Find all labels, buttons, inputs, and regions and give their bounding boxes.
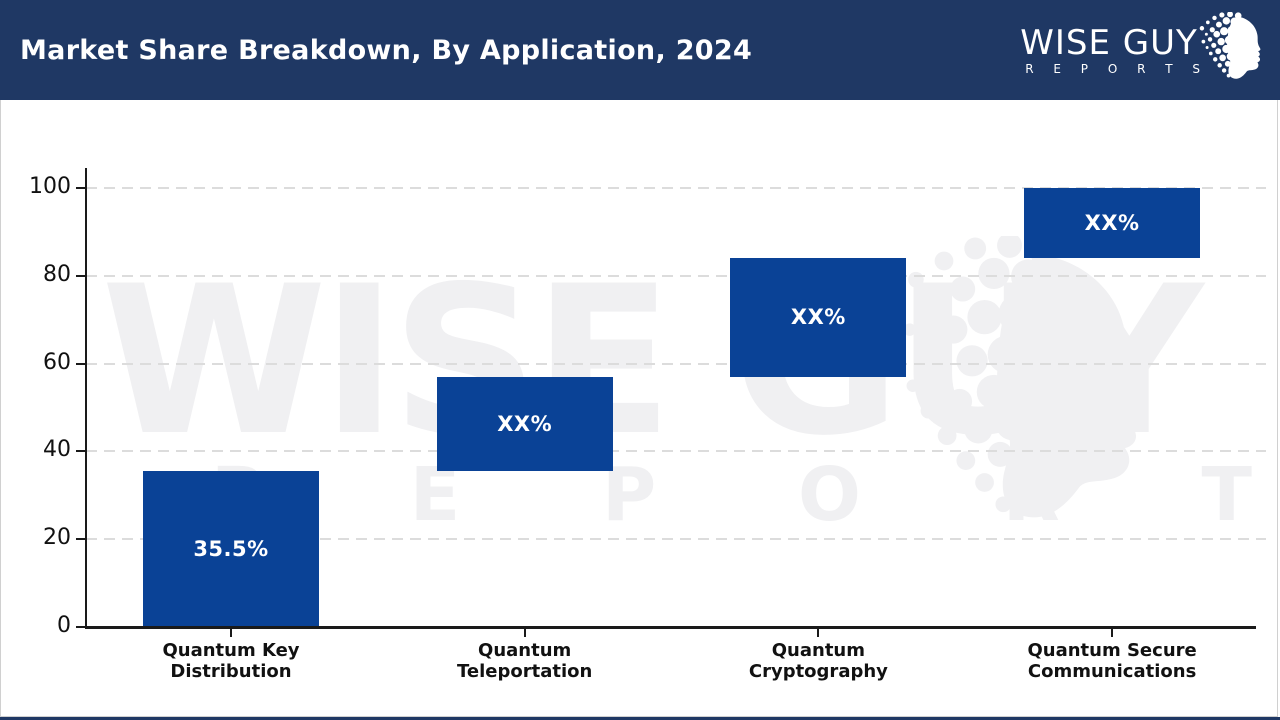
y-tick-40: [76, 450, 86, 453]
category-label: Quantum Cryptography: [708, 640, 928, 682]
bar-value-label: XX%: [497, 411, 553, 436]
y-axis-spine: [85, 168, 87, 629]
gridline-40: [86, 450, 1266, 453]
bar-3: XX%: [1024, 188, 1201, 259]
category-label-line: Cryptography: [748, 661, 888, 683]
footer-strip: [0, 717, 1280, 720]
y-tick-0: [76, 626, 86, 628]
category-label-line: Teleportation: [457, 661, 593, 683]
y-tick-80: [76, 274, 86, 277]
head-profile-dots-icon: [1196, 7, 1270, 91]
bar-value-label: 35.5%: [193, 537, 269, 562]
x-axis-spine: [85, 626, 1256, 629]
brand-logo-text: WISE GUY R E P O R T S: [1020, 22, 1208, 77]
gridline-100: [86, 187, 1266, 189]
x-tick-1: [523, 628, 526, 637]
category-label: Quantum Secure Communications: [1002, 640, 1222, 682]
waterfall-chart: 35.5% XX% XX% XX% 0 20 40 60 80 100 Quantum Key Dis…: [1, 100, 1277, 716]
bar-2: XX%: [730, 258, 907, 377]
y-tick-label: 40: [43, 437, 71, 463]
category-label-line: Quantum Secure: [1027, 640, 1197, 661]
chart-card: WISE GUY R E P O R T S 35.5%XX%XX%XX%020…: [0, 100, 1278, 717]
y-tick-label: 20: [43, 525, 71, 551]
bar-value-label: XX%: [1084, 211, 1140, 236]
brand-name: WISE GUY: [1020, 22, 1198, 63]
brand-subtitle: R E P O R T S: [1025, 62, 1208, 77]
x-tick-2: [817, 628, 820, 637]
y-tick-label: 0: [57, 613, 71, 639]
gridline-60: [86, 362, 1266, 365]
bar-value-label: XX%: [790, 305, 846, 330]
y-tick-label: 80: [43, 261, 71, 287]
gridline-80: [86, 274, 1266, 277]
header: Market Share Breakdown, By Application, …: [0, 0, 1280, 100]
y-tick-100: [76, 187, 86, 189]
y-tick-60: [76, 362, 86, 365]
category-label-line: Quantum: [771, 640, 866, 661]
brand-logo: WISE GUY R E P O R T S: [1020, 6, 1270, 96]
category-label: Quantum Teleportation: [415, 640, 635, 682]
bar-1: XX%: [436, 376, 613, 472]
page-title: Market Share Breakdown, By Application, …: [20, 34, 753, 66]
y-tick-label: 100: [29, 174, 71, 200]
category-label-line: Quantum Key: [162, 640, 300, 661]
y-tick-20: [76, 538, 86, 541]
y-tick-label: 60: [43, 349, 71, 375]
category-label-line: Communications: [1027, 661, 1197, 683]
gridline-20: [86, 538, 1266, 541]
category-label: Quantum Key Distribution: [121, 640, 341, 682]
x-tick-3: [1111, 628, 1114, 637]
x-tick-0: [230, 628, 232, 637]
category-label-line: Distribution: [170, 661, 292, 683]
category-label-line: Quantum: [478, 640, 572, 661]
bar-0: 35.5%: [143, 471, 319, 627]
